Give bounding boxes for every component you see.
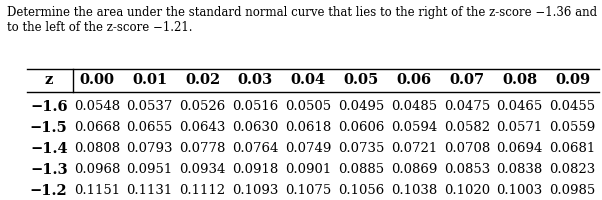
- Text: 0.0465: 0.0465: [497, 100, 543, 112]
- Text: 0.02: 0.02: [185, 73, 220, 87]
- Text: 0.1151: 0.1151: [74, 184, 120, 196]
- Text: 0.0708: 0.0708: [444, 142, 490, 154]
- Text: 0.0643: 0.0643: [179, 121, 226, 133]
- Text: 0.06: 0.06: [397, 73, 432, 87]
- Text: 0.0495: 0.0495: [338, 100, 384, 112]
- Text: 0.0901: 0.0901: [285, 163, 332, 175]
- Text: 0.05: 0.05: [344, 73, 379, 87]
- Text: 0.0571: 0.0571: [497, 121, 543, 133]
- Text: 0.0694: 0.0694: [497, 142, 543, 154]
- Text: 0.0749: 0.0749: [285, 142, 332, 154]
- Text: 0.0885: 0.0885: [338, 163, 384, 175]
- Text: 0.0475: 0.0475: [444, 100, 490, 112]
- Text: 0.09: 0.09: [555, 73, 590, 87]
- Text: 0.1056: 0.1056: [338, 184, 384, 196]
- Text: 0.03: 0.03: [238, 73, 273, 87]
- Text: 0.01: 0.01: [132, 73, 167, 87]
- Text: 0.0526: 0.0526: [179, 100, 226, 112]
- Text: 0.0630: 0.0630: [232, 121, 279, 133]
- Text: 0.07: 0.07: [449, 73, 485, 87]
- Text: 0.1112: 0.1112: [179, 184, 226, 196]
- Text: z: z: [45, 73, 53, 87]
- Text: 0.1075: 0.1075: [285, 184, 332, 196]
- Text: 0.0485: 0.0485: [391, 100, 437, 112]
- Text: 0.04: 0.04: [291, 73, 326, 87]
- Text: 0.0838: 0.0838: [497, 163, 543, 175]
- Text: −1.3: −1.3: [30, 162, 67, 176]
- Text: 0.0735: 0.0735: [338, 142, 384, 154]
- Text: −1.4: −1.4: [30, 141, 67, 155]
- Text: 0.08: 0.08: [502, 73, 537, 87]
- Text: 0.0968: 0.0968: [73, 163, 120, 175]
- Text: 0.0793: 0.0793: [126, 142, 173, 154]
- Text: 0.0606: 0.0606: [338, 121, 384, 133]
- Text: 0.0808: 0.0808: [74, 142, 120, 154]
- Text: Determine the area under the standard normal curve that lies to the right of the: Determine the area under the standard no…: [7, 6, 597, 34]
- Text: 0.0655: 0.0655: [126, 121, 173, 133]
- Text: 0.0548: 0.0548: [74, 100, 120, 112]
- Text: 0.0951: 0.0951: [126, 163, 173, 175]
- Text: 0.0985: 0.0985: [550, 184, 596, 196]
- Text: −1.2: −1.2: [30, 183, 67, 197]
- Text: 0.0618: 0.0618: [285, 121, 332, 133]
- Text: 0.0853: 0.0853: [444, 163, 490, 175]
- Text: 0.0582: 0.0582: [444, 121, 490, 133]
- Text: 0.1093: 0.1093: [232, 184, 279, 196]
- Text: 0.0918: 0.0918: [232, 163, 279, 175]
- Text: 0.1020: 0.1020: [444, 184, 490, 196]
- Text: 0.0764: 0.0764: [232, 142, 279, 154]
- Text: 0.0559: 0.0559: [550, 121, 596, 133]
- Text: 0.0516: 0.0516: [232, 100, 279, 112]
- Text: 0.1131: 0.1131: [126, 184, 173, 196]
- Text: 0.0537: 0.0537: [126, 100, 173, 112]
- Text: 0.0594: 0.0594: [391, 121, 437, 133]
- Text: 0.0721: 0.0721: [391, 142, 437, 154]
- Text: 0.1038: 0.1038: [391, 184, 437, 196]
- Text: 0.0505: 0.0505: [285, 100, 331, 112]
- Text: −1.6: −1.6: [30, 99, 67, 113]
- Text: 0.0455: 0.0455: [550, 100, 595, 112]
- Text: 0.1003: 0.1003: [497, 184, 543, 196]
- Text: −1.5: −1.5: [30, 120, 67, 134]
- Text: 0.0778: 0.0778: [179, 142, 226, 154]
- Text: 0.0869: 0.0869: [391, 163, 437, 175]
- Text: 0.00: 0.00: [79, 73, 114, 87]
- Text: 0.0823: 0.0823: [550, 163, 596, 175]
- Text: 0.0934: 0.0934: [179, 163, 226, 175]
- Text: 0.0681: 0.0681: [550, 142, 596, 154]
- Text: 0.0668: 0.0668: [73, 121, 120, 133]
